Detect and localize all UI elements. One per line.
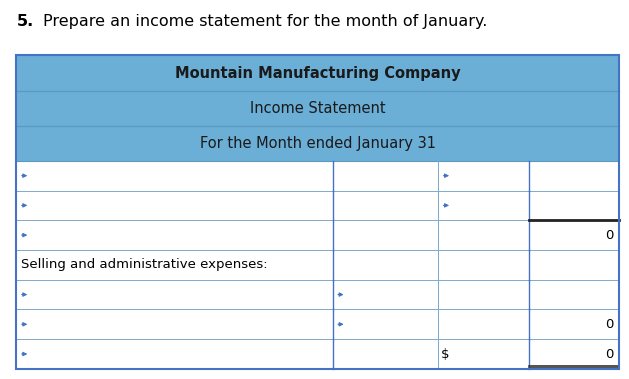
Text: For the Month ended January 31: For the Month ended January 31	[199, 136, 436, 151]
Bar	[16, 55, 619, 91]
Text: 0: 0	[606, 348, 614, 360]
Bar	[16, 339, 619, 369]
Text: Prepare an income statement for the month of January.: Prepare an income statement for the mont…	[43, 14, 487, 29]
Text: $: $	[442, 348, 450, 360]
Text: Income Statement: Income Statement	[250, 101, 386, 116]
Bar	[16, 220, 619, 250]
Bar	[16, 280, 619, 309]
Text: 0: 0	[606, 229, 614, 241]
Text: Selling and administrative expenses:: Selling and administrative expenses:	[21, 258, 268, 271]
Text: 0: 0	[606, 318, 614, 331]
Bar	[16, 250, 619, 280]
Bar	[16, 309, 619, 339]
Bar	[16, 91, 619, 126]
Text: Mountain Manufacturing Company: Mountain Manufacturing Company	[175, 66, 460, 80]
Bar	[16, 126, 619, 161]
Bar	[16, 191, 619, 220]
Text: 5.: 5.	[16, 14, 33, 29]
Bar	[16, 161, 619, 191]
